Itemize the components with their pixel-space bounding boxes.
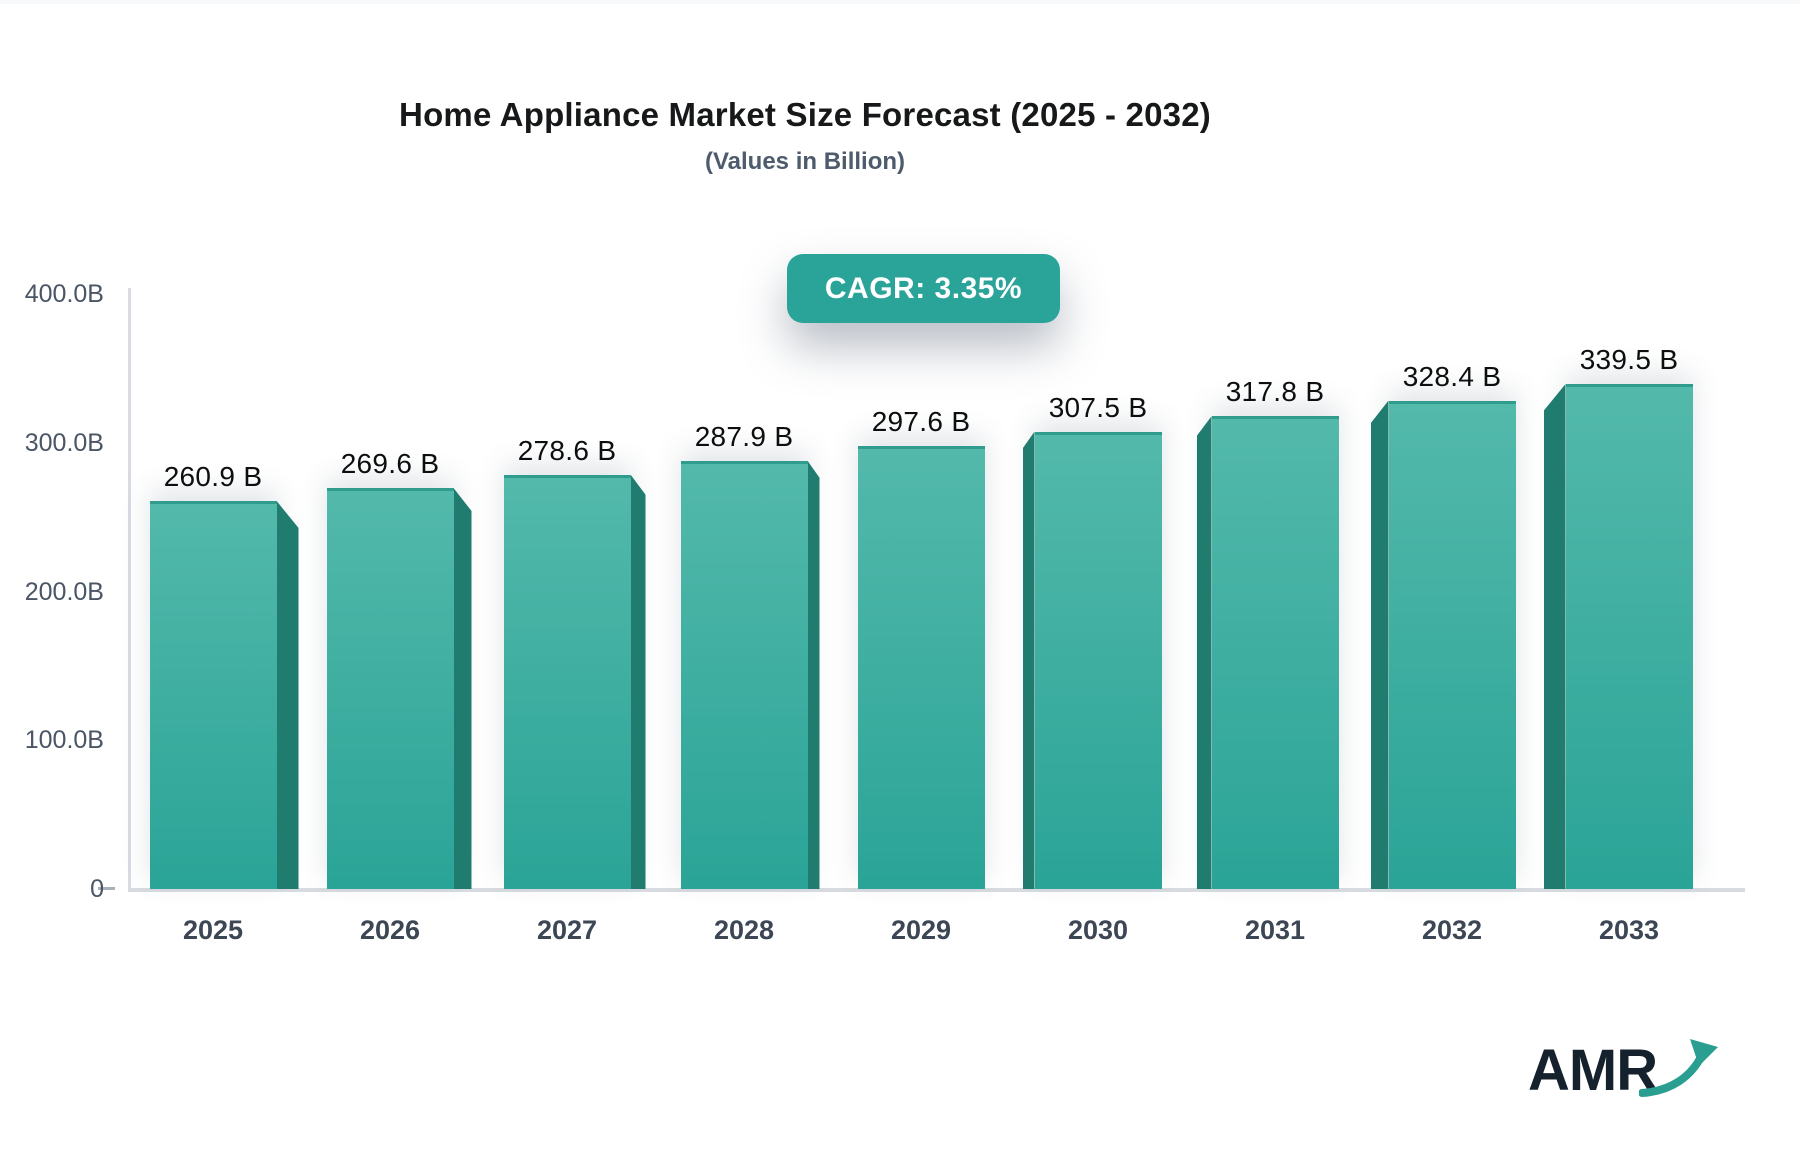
bar-value-label: 317.8 B xyxy=(1225,376,1325,408)
y-axis-tick-label: 100.0B xyxy=(24,726,104,755)
bar-value-label: 287.9 B xyxy=(694,420,794,452)
zero-tick-mark xyxy=(98,887,115,890)
bar-side-face xyxy=(1370,400,1389,889)
bar-side-face xyxy=(1022,431,1035,889)
x-axis-label-2033: 2033 xyxy=(1598,915,1660,945)
x-axis-label-2028: 2028 xyxy=(713,915,775,945)
bar-2030: 307.5 B xyxy=(1022,392,1162,889)
bar-side-face xyxy=(807,460,820,889)
bar-face xyxy=(680,460,808,889)
bar-2031: 317.8 B xyxy=(1196,376,1339,889)
y-axis-line xyxy=(128,288,131,892)
x-axis-label-2029: 2029 xyxy=(890,915,952,945)
bar-side-face xyxy=(453,487,472,889)
bar-face xyxy=(326,487,454,889)
bar-face xyxy=(1388,400,1516,889)
bar-face xyxy=(503,474,631,889)
bar-side-face xyxy=(1196,416,1212,889)
bar-value-label: 339.5 B xyxy=(1579,344,1679,375)
amr-logo-text: AMR xyxy=(1528,1038,1658,1103)
amr-logo: AMR xyxy=(1528,1034,1723,1101)
growth-arrow-icon xyxy=(1639,1039,1719,1097)
bar-2027: 278.6 B xyxy=(503,435,646,889)
bar-face xyxy=(1034,431,1162,889)
bar-value-label: 328.4 B xyxy=(1402,360,1502,392)
bar-side-face xyxy=(1543,384,1566,889)
cagr-badge: CAGR: 3.35% xyxy=(787,254,1060,323)
bar-face xyxy=(1565,384,1693,889)
bar-value-label: 260.9 B xyxy=(163,460,263,492)
y-axis-tick-label: 300.0B xyxy=(24,428,104,457)
bar-2032: 328.4 B xyxy=(1370,361,1516,889)
bar-side-face xyxy=(276,500,299,889)
x-axis-label-2031: 2031 xyxy=(1244,915,1306,945)
y-axis-tick-label: 400.0B xyxy=(24,280,104,308)
bar-2026: 269.6 B xyxy=(326,448,472,889)
bar-value-label: 278.6 B xyxy=(517,434,617,466)
x-axis-line xyxy=(128,888,1745,892)
top-hairline xyxy=(0,0,1800,4)
bar-value-label: 297.6 B xyxy=(871,406,971,438)
bar-2033: 339.5 B xyxy=(1543,344,1693,889)
plot-area: 400.0B 300.0B 200.0B 100.0B 0 260.9 B 269.6 B… xyxy=(25,280,1745,945)
x-axis-label-2026: 2026 xyxy=(359,915,421,945)
bar-face xyxy=(149,500,277,889)
x-axis-label-2030: 2030 xyxy=(1067,915,1129,945)
bar-2028: 287.9 B xyxy=(680,421,820,889)
bar-face xyxy=(857,446,985,889)
y-axis-tick-label: 0 xyxy=(90,875,104,903)
chart-subtitle: (Values in Billion) xyxy=(704,148,906,175)
bar-face xyxy=(1211,416,1339,889)
x-axis-label-2027: 2027 xyxy=(536,915,598,945)
y-axis-tick-label: 200.0B xyxy=(24,577,104,606)
bar-2029: 297.6 B xyxy=(857,406,985,889)
bar-value-label: 307.5 B xyxy=(1048,391,1148,423)
x-axis-label-2032: 2032 xyxy=(1421,915,1483,945)
x-axis-label-2025: 2025 xyxy=(182,915,244,945)
bar-2025: 260.9 B xyxy=(149,461,299,889)
chart-title: Home Appliance Market Size Forecast (202… xyxy=(399,96,1211,133)
bar-side-face xyxy=(630,474,646,889)
bar-value-label: 269.6 B xyxy=(340,447,440,479)
